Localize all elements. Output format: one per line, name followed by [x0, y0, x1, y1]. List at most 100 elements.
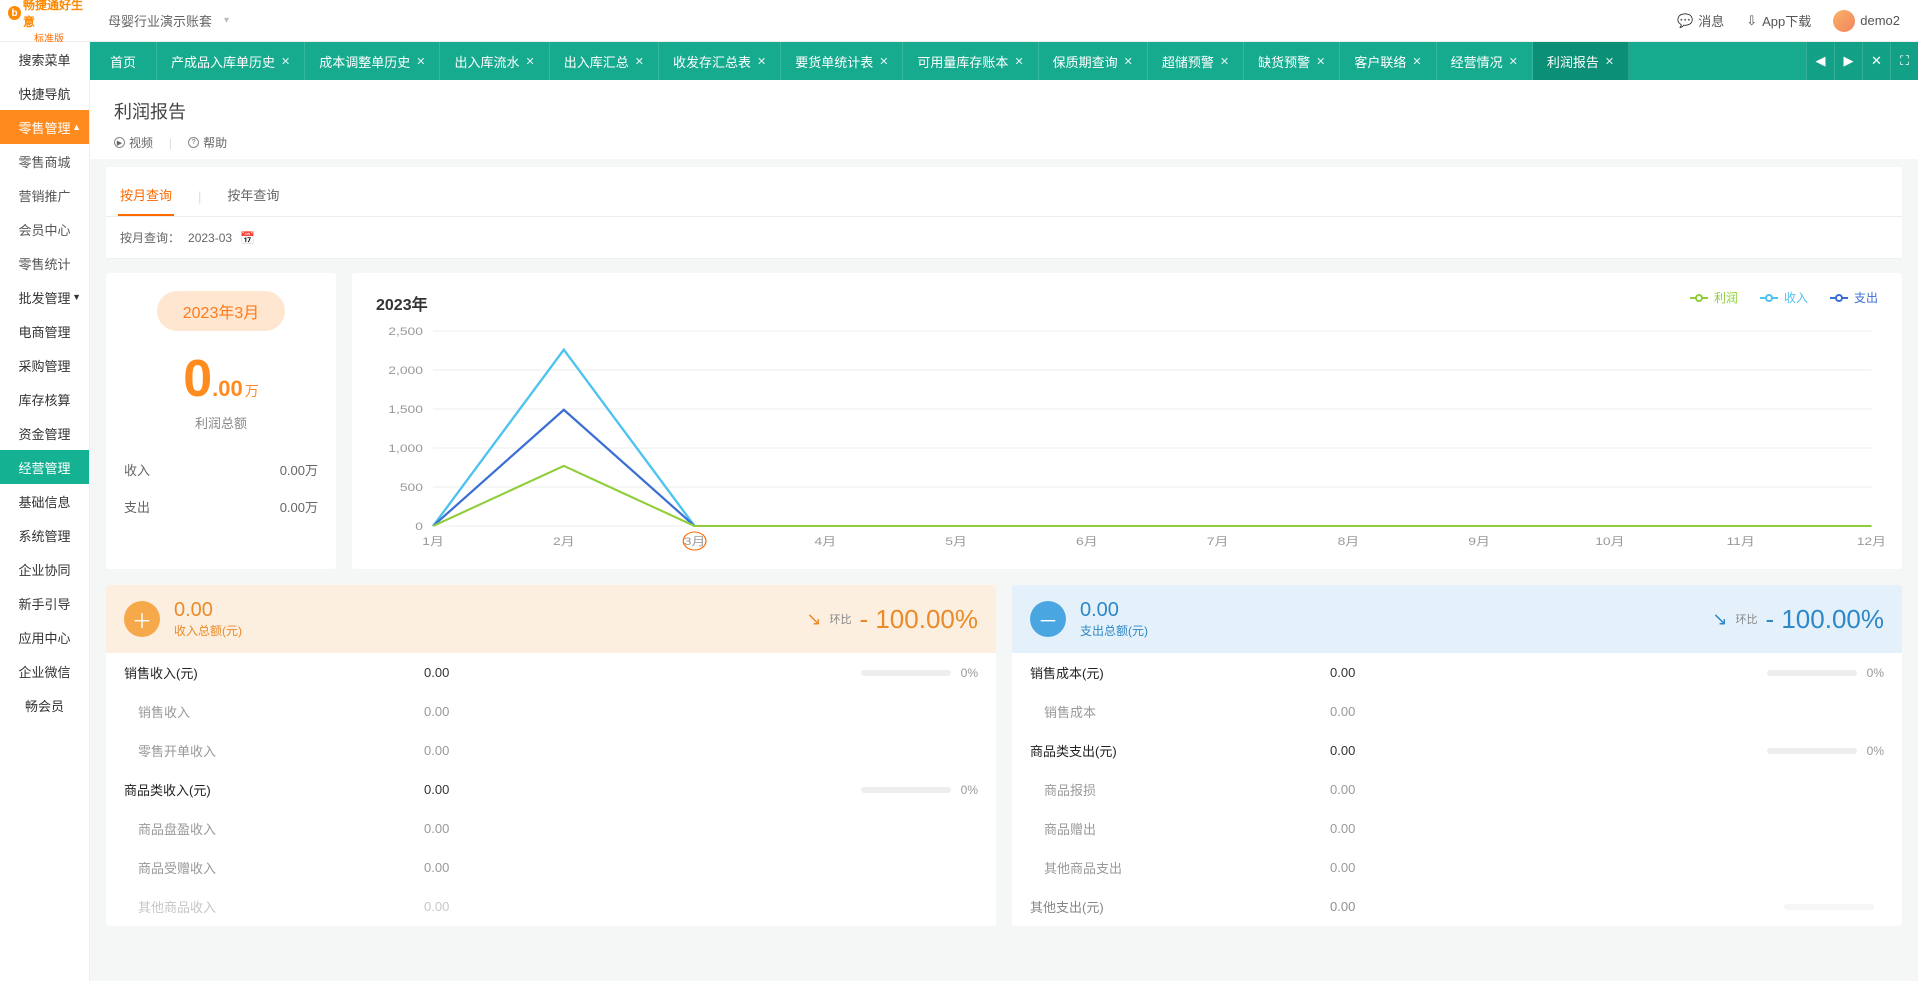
detail-row: 商品报损0.00	[1012, 770, 1902, 809]
tab[interactable]: 可用量库存账本✕	[903, 42, 1038, 80]
section-row: 商品类收入(元)0.000%	[106, 770, 996, 809]
detail-row: 销售成本0.00	[1012, 692, 1902, 731]
sidebar-item[interactable]: 快捷导航	[0, 76, 89, 110]
hb-label: 环比	[829, 611, 851, 627]
tab[interactable]: 保质期查询✕	[1039, 42, 1148, 80]
sidebar-item[interactable]: 企业协同	[0, 552, 89, 586]
tab[interactable]: 利润报告✕	[1533, 42, 1629, 80]
query-row: 按月查询： 2023-03 📅	[106, 217, 1902, 259]
tabstrip: 首页产成品入库单历史✕成本调整单历史✕出入库流水✕出入库汇总✕收发存汇总表✕要货…	[90, 42, 1918, 80]
sidebar-item[interactable]: 资金管理	[0, 416, 89, 450]
svg-text:9月: 9月	[1468, 535, 1490, 547]
query-value: 2023-03	[188, 231, 232, 245]
tab[interactable]: 出入库汇总✕	[550, 42, 659, 80]
tabs-scroll-right[interactable]: ▶	[1834, 42, 1862, 80]
page-title: 利润报告	[114, 98, 1894, 124]
svg-text:11月: 11月	[1726, 535, 1754, 547]
close-icon[interactable]: ✕	[1605, 55, 1614, 68]
tab[interactable]: 客户联络✕	[1340, 42, 1436, 80]
sidebar-item[interactable]: 系统管理	[0, 518, 89, 552]
detail-row: 商品盘盈收入0.00	[106, 809, 996, 848]
sidebar-item[interactable]: 库存核算	[0, 382, 89, 416]
video-link[interactable]: ▶视频	[114, 134, 153, 151]
income-panel: ＋ 0.00 收入总额(元) ↘ 环比 - 100.00% 销售收入(	[106, 585, 996, 926]
messages-link[interactable]: 💬消息	[1677, 11, 1724, 30]
tab[interactable]: 超储预警✕	[1148, 42, 1244, 80]
svg-text:1,500: 1,500	[388, 403, 423, 415]
close-icon[interactable]: ✕	[1124, 55, 1133, 68]
sidebar-item[interactable]: 零售管理▲	[0, 110, 89, 144]
tab-query-year[interactable]: 按年查询	[225, 177, 281, 216]
svg-text:2月: 2月	[553, 535, 575, 547]
close-icon[interactable]: ✕	[1220, 55, 1229, 68]
tabs-scroll-left[interactable]: ◀	[1806, 42, 1834, 80]
sidebar-item[interactable]: 零售统计	[0, 246, 89, 280]
chevron-icon: ▲	[72, 122, 81, 132]
help-link[interactable]: ?帮助	[188, 134, 227, 151]
content: 按月查询 | 按年查询 按月查询： 2023-03 📅 2023年3月 0 .	[90, 159, 1918, 981]
expense-total-label: 支出总额(元)	[1080, 622, 1148, 639]
svg-text:500: 500	[400, 481, 423, 493]
app-download-link[interactable]: ⇩App下载	[1746, 11, 1811, 30]
detail-row: 其他商品收入0.00	[106, 887, 996, 926]
message-icon: 💬	[1677, 13, 1693, 29]
tab[interactable]: 要货单统计表✕	[781, 42, 903, 80]
sidebar-item[interactable]: 搜索菜单	[0, 42, 89, 76]
income-icon: ＋	[124, 601, 160, 637]
tab[interactable]: 经营情况✕	[1437, 42, 1533, 80]
fullscreen-button[interactable]: ⛶	[1890, 42, 1918, 80]
close-icon[interactable]: ✕	[635, 55, 644, 68]
sidebar-item[interactable]: 应用中心	[0, 620, 89, 654]
sidebar-item[interactable]: 采购管理	[0, 348, 89, 382]
tab[interactable]: 缺货预警✕	[1244, 42, 1340, 80]
close-icon[interactable]: ✕	[281, 55, 290, 68]
sidebar-item[interactable]: 批发管理▼	[0, 280, 89, 314]
expense-pct: - 100.00%	[1765, 604, 1884, 635]
tabs-close-all[interactable]: ✕	[1862, 42, 1890, 80]
close-icon[interactable]: ✕	[416, 55, 425, 68]
chart-title: 2023年	[376, 291, 1884, 315]
tab[interactable]: 产成品入库单历史✕	[157, 42, 305, 80]
close-icon[interactable]: ✕	[1014, 55, 1023, 68]
svg-text:1,000: 1,000	[388, 442, 423, 454]
section-row: 商品类支出(元)0.000%	[1012, 731, 1902, 770]
close-icon[interactable]: ✕	[757, 55, 766, 68]
chevron-down-icon: ▾	[224, 15, 229, 26]
section-row: 其他支出(元)0.00	[1012, 887, 1902, 926]
close-icon[interactable]: ✕	[879, 55, 888, 68]
summary-card: 2023年3月 0 .00 万 利润总额 收入0.00万 支出0.00万	[106, 273, 336, 569]
app-root: b畅捷通好生意 标准版 母婴行业演示账套 ▾ 💬消息 ⇩App下载 demo2 …	[0, 0, 1918, 981]
expense-panel-header: － 0.00 支出总额(元) ↘ 环比 - 100.00%	[1012, 585, 1902, 653]
sidebar-item[interactable]: 零售商城	[0, 144, 89, 178]
sidebar-item[interactable]: 会员中心	[0, 212, 89, 246]
line-chart: 05001,0001,5002,0002,5001月2月3月4月5月6月7月8月…	[370, 321, 1884, 551]
close-icon[interactable]: ✕	[1316, 55, 1325, 68]
sidebar: 搜索菜单快捷导航零售管理▲零售商城营销推广会员中心零售统计批发管理▼电商管理采购…	[0, 42, 90, 981]
detail-row: 零售开单收入0.00	[106, 731, 996, 770]
query-tabs: 按月查询 | 按年查询	[106, 167, 1902, 217]
close-icon[interactable]: ✕	[1509, 55, 1518, 68]
calendar-icon[interactable]: 📅	[240, 231, 255, 245]
main: 首页产成品入库单历史✕成本调整单历史✕出入库流水✕出入库汇总✕收发存汇总表✕要货…	[90, 42, 1918, 981]
sidebar-item[interactable]: 企业微信	[0, 654, 89, 688]
sidebar-item[interactable]: 新手引导	[0, 586, 89, 620]
svg-text:2,000: 2,000	[388, 364, 423, 376]
income-value: 0.00万	[280, 460, 318, 479]
svg-text:12月: 12月	[1857, 535, 1884, 547]
tab-query-month[interactable]: 按月查询	[118, 177, 174, 216]
legend-profit: 利润	[1714, 289, 1738, 306]
sidebar-item[interactable]: 营销推广	[0, 178, 89, 212]
tab[interactable]: 收发存汇总表✕	[659, 42, 781, 80]
sidebar-item[interactable]: 基础信息	[0, 484, 89, 518]
tab[interactable]: 出入库流水✕	[440, 42, 549, 80]
account-selector[interactable]: 母婴行业演示账套 ▾	[108, 11, 229, 30]
sidebar-item[interactable]: 经营管理	[0, 450, 89, 484]
close-icon[interactable]: ✕	[1412, 55, 1421, 68]
sidebar-item[interactable]: 电商管理	[0, 314, 89, 348]
user-menu[interactable]: demo2	[1833, 10, 1900, 32]
sidebar-item[interactable]: 畅会员	[0, 688, 89, 722]
tab[interactable]: 成本调整单历史✕	[305, 42, 440, 80]
close-icon[interactable]: ✕	[526, 55, 535, 68]
income-panel-header: ＋ 0.00 收入总额(元) ↘ 环比 - 100.00%	[106, 585, 996, 653]
tab[interactable]: 首页	[90, 42, 157, 80]
